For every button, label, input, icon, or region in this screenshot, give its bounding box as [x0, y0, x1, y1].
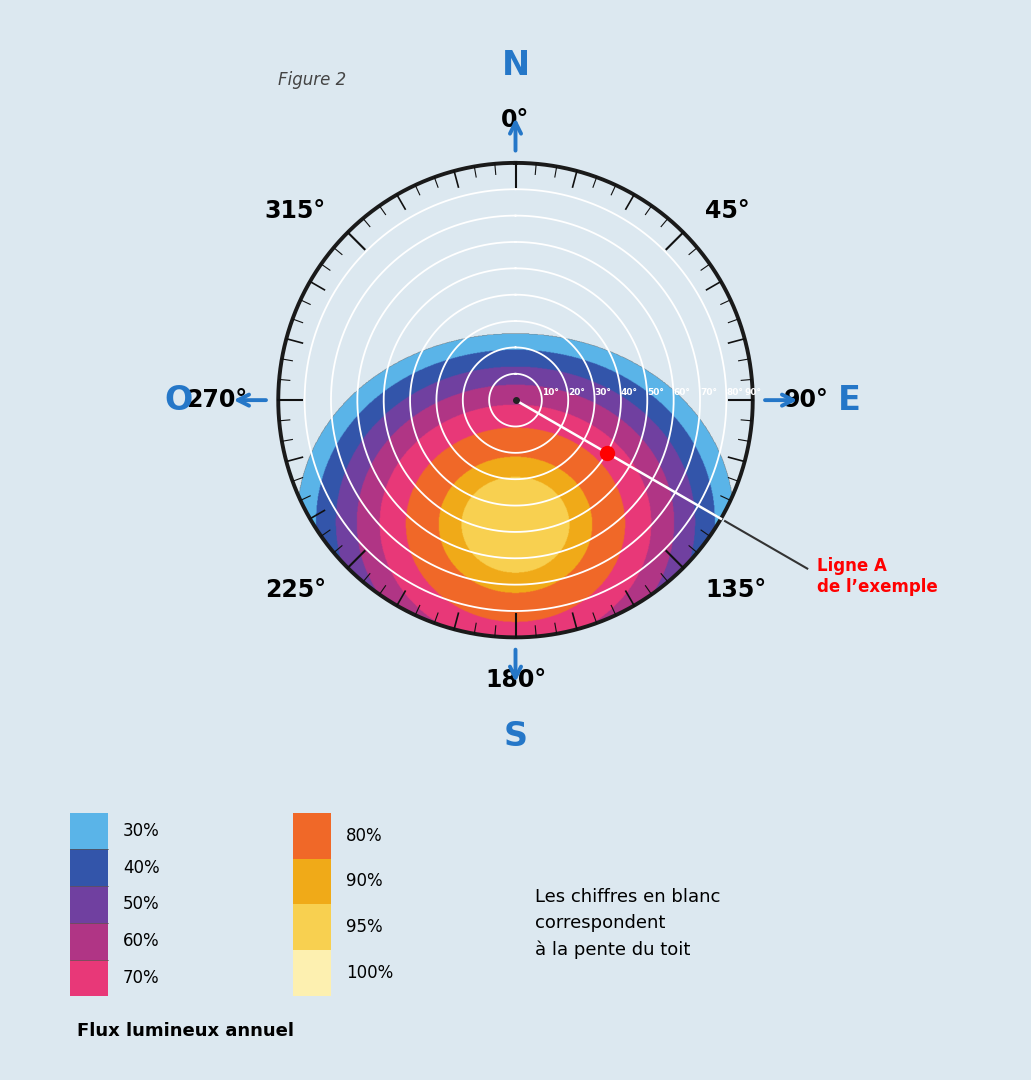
Text: 0°: 0°	[501, 108, 530, 132]
Text: 50%: 50%	[123, 895, 160, 914]
Text: 270°: 270°	[187, 388, 247, 413]
Text: 80°: 80°	[727, 389, 743, 397]
Text: 50°: 50°	[647, 389, 664, 397]
FancyBboxPatch shape	[293, 950, 331, 996]
FancyBboxPatch shape	[70, 849, 108, 886]
Text: Figure 2: Figure 2	[278, 71, 346, 89]
FancyBboxPatch shape	[293, 859, 331, 904]
Text: 80%: 80%	[346, 826, 383, 845]
Text: 135°: 135°	[705, 578, 766, 602]
Text: 315°: 315°	[265, 199, 326, 222]
FancyBboxPatch shape	[70, 886, 108, 922]
FancyBboxPatch shape	[293, 812, 331, 859]
Text: 180°: 180°	[485, 669, 546, 692]
Text: 20°: 20°	[568, 389, 586, 397]
Text: 30°: 30°	[595, 389, 611, 397]
FancyBboxPatch shape	[70, 812, 108, 849]
Text: O: O	[165, 383, 193, 417]
Text: N: N	[501, 50, 530, 82]
Text: Les chiffres en blanc
correspondent
à la pente du toit: Les chiffres en blanc correspondent à la…	[535, 888, 721, 959]
Text: 90%: 90%	[346, 873, 383, 891]
Text: 40°: 40°	[621, 389, 638, 397]
Text: Ligne A
de l’exemple: Ligne A de l’exemple	[817, 556, 937, 595]
FancyBboxPatch shape	[293, 904, 331, 950]
Text: 10°: 10°	[542, 389, 559, 397]
Text: 40%: 40%	[123, 859, 160, 877]
Text: 45°: 45°	[705, 199, 750, 222]
Text: 60%: 60%	[123, 932, 160, 950]
Text: 70%: 70%	[123, 969, 160, 987]
Text: 95%: 95%	[346, 918, 383, 936]
Text: E: E	[838, 383, 861, 417]
Text: 90°: 90°	[784, 388, 829, 413]
Text: 225°: 225°	[265, 578, 326, 602]
Text: 100%: 100%	[346, 964, 393, 983]
FancyBboxPatch shape	[70, 922, 108, 959]
Text: S: S	[503, 720, 528, 754]
Text: 60°: 60°	[673, 389, 691, 397]
Text: 70°: 70°	[700, 389, 717, 397]
FancyBboxPatch shape	[70, 959, 108, 996]
Text: Flux lumineux annuel: Flux lumineux annuel	[77, 1022, 295, 1040]
Text: 90°: 90°	[744, 389, 761, 397]
Text: 30%: 30%	[123, 822, 160, 840]
